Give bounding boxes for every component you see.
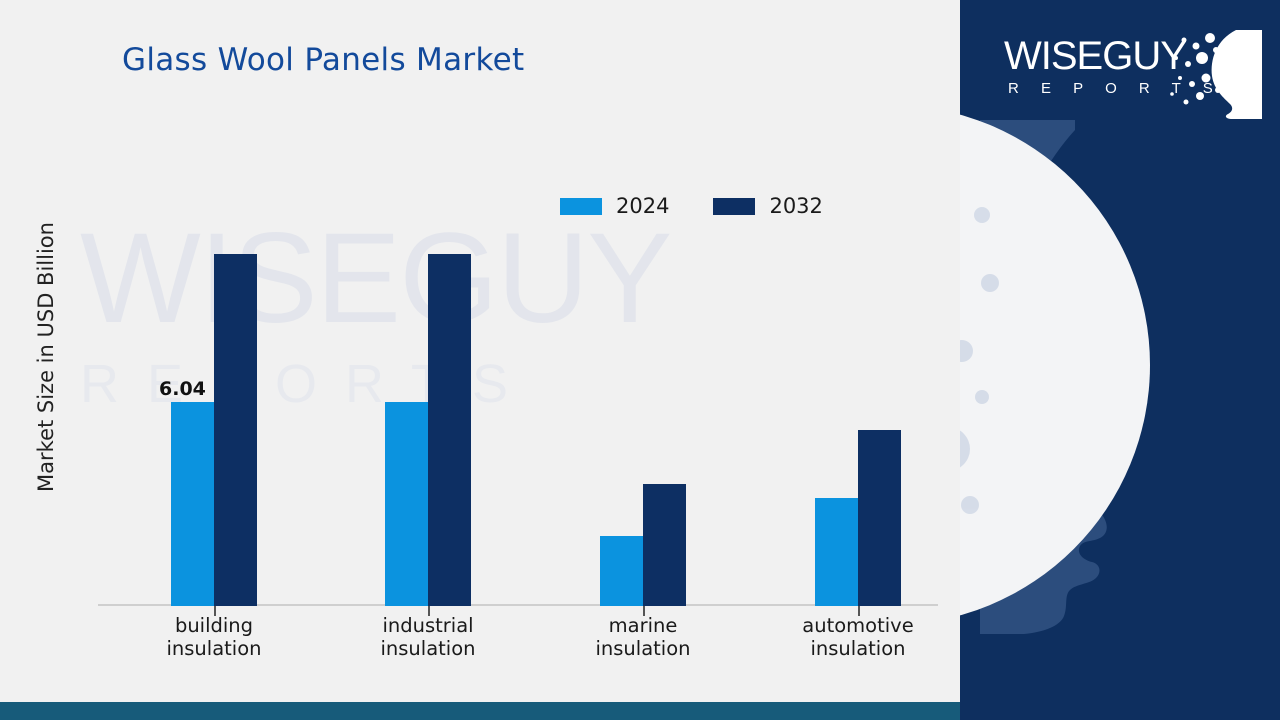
x-axis-category-label: industrial insulation [380, 614, 476, 660]
bar-2032[interactable] [643, 484, 686, 606]
logo-tagline: R E P O R T S [1008, 80, 1222, 97]
plot-area: 6.04 building insulation industrial insulati… [98, 120, 938, 660]
bar-2032[interactable] [428, 254, 471, 606]
legend-swatch-2032 [713, 197, 756, 215]
bar-2032[interactable] [858, 430, 901, 606]
x-axis-category-label: marine insulation [595, 614, 691, 660]
legend-item-2032[interactable]: 2032 [713, 194, 823, 218]
molecule-pattern-icon [960, 207, 999, 514]
x-axis-tick [428, 606, 430, 616]
x-axis-category-label: automotive insulation [802, 614, 914, 660]
chart-region: Market Size in USD Billion 2024 2032 6.0… [34, 120, 938, 660]
legend-label-2032: 2032 [769, 194, 823, 218]
bar-2024[interactable] [815, 498, 858, 606]
logo-wordmark: WISEGUY [1004, 34, 1187, 78]
x-axis-tick [858, 606, 860, 616]
bar-2024[interactable] [385, 402, 428, 606]
x-axis-line [98, 604, 938, 606]
logo-head-profile-icon [1170, 30, 1262, 119]
brand-panel: WISEGUY R E P O R T S [960, 0, 1280, 720]
chart-legend: 2024 2032 [560, 194, 823, 218]
bar-group: marine insulation [595, 120, 691, 660]
bar-group: 6.04 building insulation [159, 120, 262, 660]
bar-group: automotive insulation [802, 120, 914, 660]
page-title: Glass Wool Panels Market [122, 42, 525, 78]
legend-label-2024: 2024 [616, 194, 670, 218]
y-axis-label: Market Size in USD Billion [34, 222, 58, 492]
bar-group: industrial insulation [380, 120, 476, 660]
brand-logo: WISEGUY R E P O R T S [982, 28, 1262, 119]
x-axis-category-label: building insulation [166, 614, 262, 660]
x-axis-tick [643, 606, 645, 616]
legend-swatch-2024 [560, 197, 602, 215]
bar-value-label: 6.04 [159, 378, 206, 400]
x-axis-tick [214, 606, 216, 616]
footer-strip [0, 702, 960, 720]
bar-2024[interactable] [171, 402, 214, 606]
bar-2024[interactable] [600, 536, 643, 606]
legend-item-2024[interactable]: 2024 [560, 194, 669, 218]
bar-2032[interactable] [214, 254, 257, 606]
